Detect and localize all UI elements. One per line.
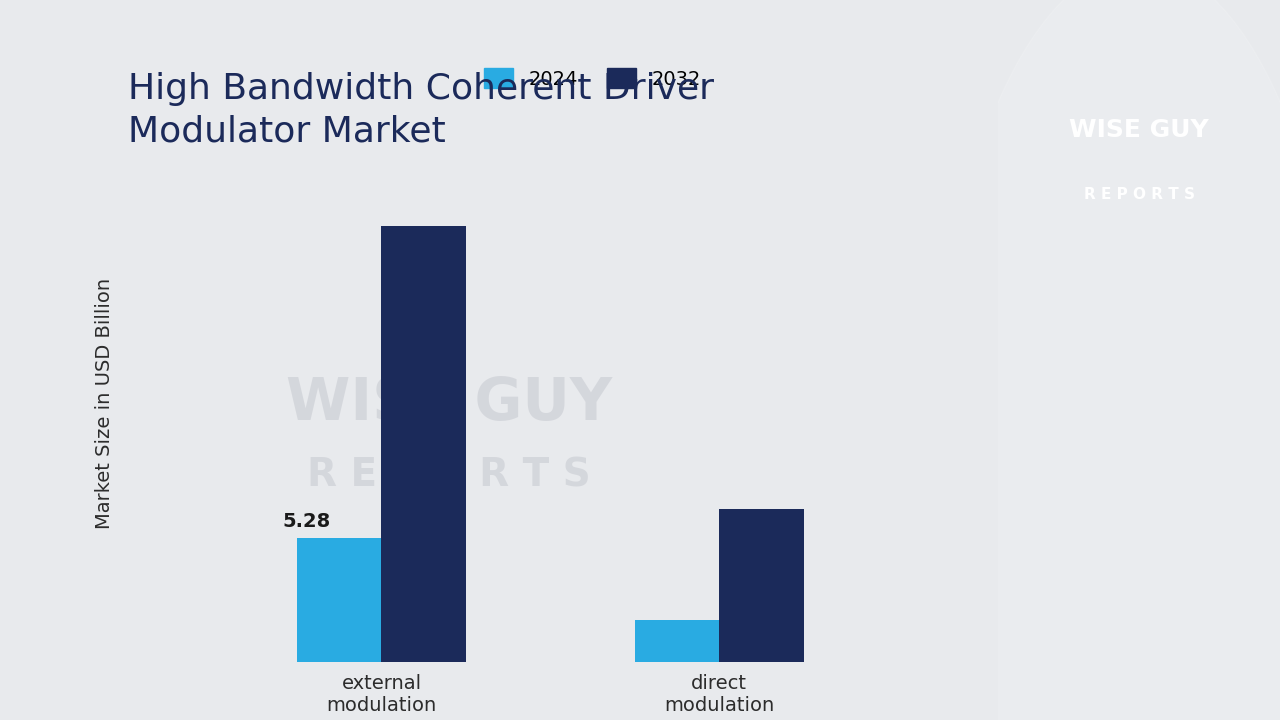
Bar — [719, 509, 804, 662]
Text: 5.28: 5.28 — [283, 512, 330, 531]
Legend: 2024, 2032: 2024, 2032 — [476, 60, 709, 96]
Bar — [297, 538, 381, 662]
Bar — [635, 620, 719, 662]
Text: R E P O R T S: R E P O R T S — [1084, 187, 1194, 202]
Bar — [381, 227, 466, 662]
Circle shape — [928, 0, 1280, 720]
Y-axis label: Market Size in USD Billion: Market Size in USD Billion — [95, 278, 114, 528]
Text: WISE GUY: WISE GUY — [1069, 117, 1210, 142]
Text: WISE GUY: WISE GUY — [285, 374, 612, 432]
Text: R E P O R T S: R E P O R T S — [307, 456, 591, 495]
Text: High Bandwidth Coherent Driver
Modulator Market: High Bandwidth Coherent Driver Modulator… — [128, 72, 714, 148]
